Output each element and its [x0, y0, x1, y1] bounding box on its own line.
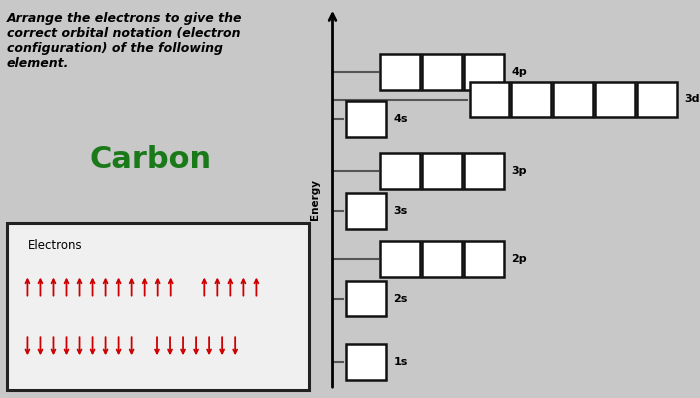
Bar: [422, 54, 462, 90]
Text: 4s: 4s: [393, 114, 408, 125]
Bar: [464, 54, 504, 90]
Text: 1s: 1s: [393, 357, 408, 367]
Text: 3s: 3s: [393, 206, 408, 216]
Bar: [346, 101, 386, 137]
Text: 4p: 4p: [512, 66, 527, 77]
Text: 2p: 2p: [512, 254, 527, 264]
Bar: [637, 82, 677, 117]
Bar: [346, 281, 386, 316]
Bar: [346, 193, 386, 229]
Bar: [464, 153, 504, 189]
Text: Energy: Energy: [310, 178, 321, 220]
Bar: [595, 82, 635, 117]
Bar: [381, 241, 420, 277]
Bar: [346, 344, 386, 380]
Bar: [422, 241, 462, 277]
Text: Arrange the electrons to give the
correct orbital notation (electron
configurati: Arrange the electrons to give the correc…: [7, 12, 242, 70]
Bar: [381, 54, 420, 90]
Bar: [553, 82, 593, 117]
Text: 3d: 3d: [684, 94, 700, 105]
Bar: [422, 153, 462, 189]
Text: Carbon: Carbon: [90, 145, 212, 174]
Bar: [464, 241, 504, 277]
Bar: [470, 82, 510, 117]
Bar: [7, 223, 309, 390]
Text: 2s: 2s: [393, 293, 408, 304]
Bar: [512, 82, 551, 117]
Text: 3p: 3p: [512, 166, 527, 176]
Text: Electrons: Electrons: [27, 239, 82, 252]
Bar: [381, 153, 420, 189]
